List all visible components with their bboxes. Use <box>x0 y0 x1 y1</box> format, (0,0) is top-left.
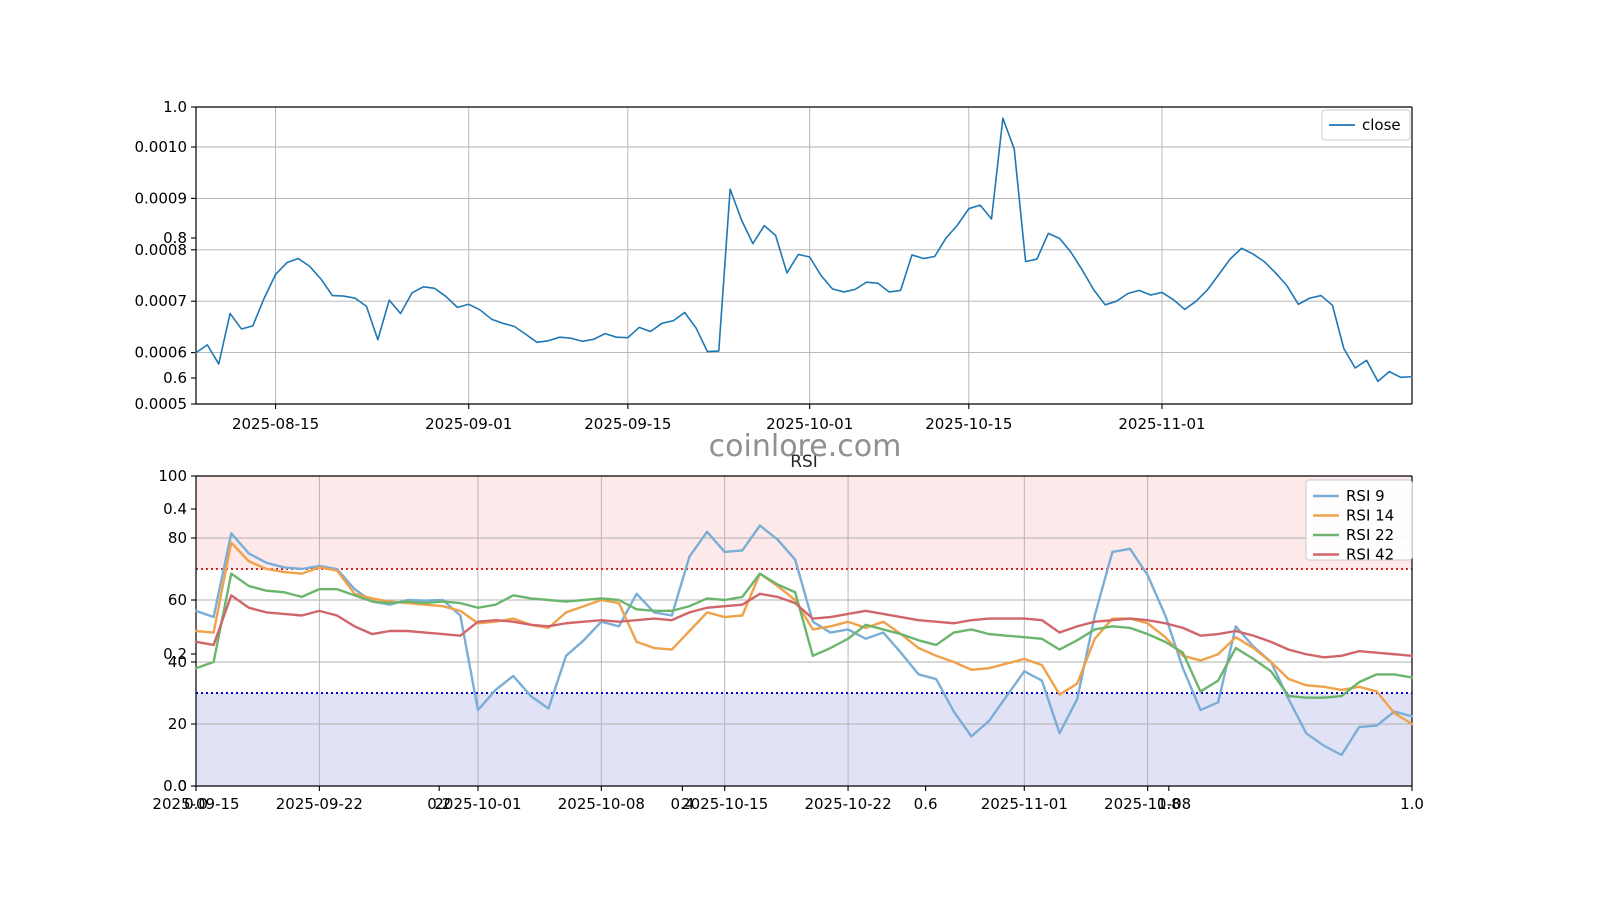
rsi-xtick-label: 2025-10-01 <box>434 795 521 813</box>
rsi-legend-label-rsi-14: RSI 14 <box>1346 507 1394 525</box>
price-panel: 0.0005 0.0006 0.0007 0.0008 0.0009 0.0010 0.6 0… <box>135 98 1413 433</box>
rsi-ytick-label: 60 <box>168 591 187 609</box>
price-series-close <box>195 117 1413 383</box>
price-ytick-label: 0.0009 <box>135 189 188 207</box>
price-ytick-label: 0.0007 <box>135 292 188 310</box>
rsi-overlay-xtick-label: 0.2 <box>427 795 451 813</box>
price-xtick-label: 2025-09-15 <box>584 415 671 433</box>
price-legend-label-close: close <box>1362 116 1401 134</box>
rsi-ytick-label: 20 <box>168 715 187 733</box>
rsi-overlay-xtick-label: 0.6 <box>914 795 938 813</box>
rsi-xtick-label: 2025-10-08 <box>558 795 645 813</box>
rsi-legend-label-rsi-42: RSI 42 <box>1346 546 1394 564</box>
price-ytick-label: 0.0008 <box>135 241 188 259</box>
price-xtick-label: 2025-10-15 <box>925 415 1012 433</box>
price-ytick-label: 0.0006 <box>135 344 188 362</box>
price-overlay-ytick-label: 0.8 <box>163 229 187 247</box>
rsi-xtick-label: 2025-11-01 <box>981 795 1068 813</box>
price-ytick-label: 0.0010 <box>135 138 188 156</box>
rsi-overlay-ytick-label: 0.4 <box>163 500 187 518</box>
rsi-series-rsi-22 <box>194 572 1414 699</box>
rsi-overlay-ytick-label: 0.2 <box>163 645 187 663</box>
rsi-overlay-xtick-label: 0.4 <box>670 795 694 813</box>
rsi-panel: 0 20 40 60 80 100 0.0 0.2 0.4 2025-09-15 2025-09-2… <box>152 452 1424 813</box>
rsi-xtick-label: 2025-10-22 <box>804 795 891 813</box>
rsi-overlay-xtick-label: 0.0 <box>184 795 208 813</box>
rsi-overlay-xtick-label: 1.0 <box>1400 795 1424 813</box>
rsi-ytick-label: 80 <box>168 529 187 547</box>
rsi-legend-label-rsi-9: RSI 9 <box>1346 487 1385 505</box>
rsi-legend-box <box>1305 479 1413 561</box>
rsi-legend-label-rsi-22: RSI 22 <box>1346 526 1394 544</box>
rsi-ytick-label: 100 <box>158 467 187 485</box>
rsi-xtick-label: 2025-09-15 <box>152 795 239 813</box>
price-xtick-label: 2025-08-15 <box>232 415 319 433</box>
rsi-overlay-ytick-label: 0.0 <box>163 777 187 795</box>
rsi-panel-title: RSI <box>790 452 818 472</box>
rsi-xtick-label: 2025-11-08 <box>1104 795 1191 813</box>
price-overlay-ytick-label: 0.6 <box>163 369 187 387</box>
rsi-ytick-label: 0 <box>177 777 187 795</box>
watermark: coinlore.com <box>709 429 902 464</box>
rsi-series-rsi-42 <box>194 592 1414 659</box>
price-overlay-ytick-label: 1.0 <box>163 98 187 116</box>
rsi-overlay-xtick-label: 0.8 <box>1157 795 1181 813</box>
price-legend-box <box>1321 109 1411 141</box>
rsi-xtick-label: 2025-09-22 <box>276 795 363 813</box>
rsi-xtick-label: 2025-10-15 <box>681 795 768 813</box>
price-xtick-label: 2025-11-01 <box>1118 415 1205 433</box>
rsi-band-overbought <box>196 476 1412 569</box>
watermark-text: coinlore.com <box>709 429 902 464</box>
price-xtick-label: 2025-09-01 <box>425 415 512 433</box>
rsi-band-oversold <box>196 693 1412 786</box>
price-xtick-label: 2025-10-01 <box>766 415 853 433</box>
rsi-ytick-label: 40 <box>168 653 187 671</box>
price-ytick-label: 0.0005 <box>135 395 188 413</box>
